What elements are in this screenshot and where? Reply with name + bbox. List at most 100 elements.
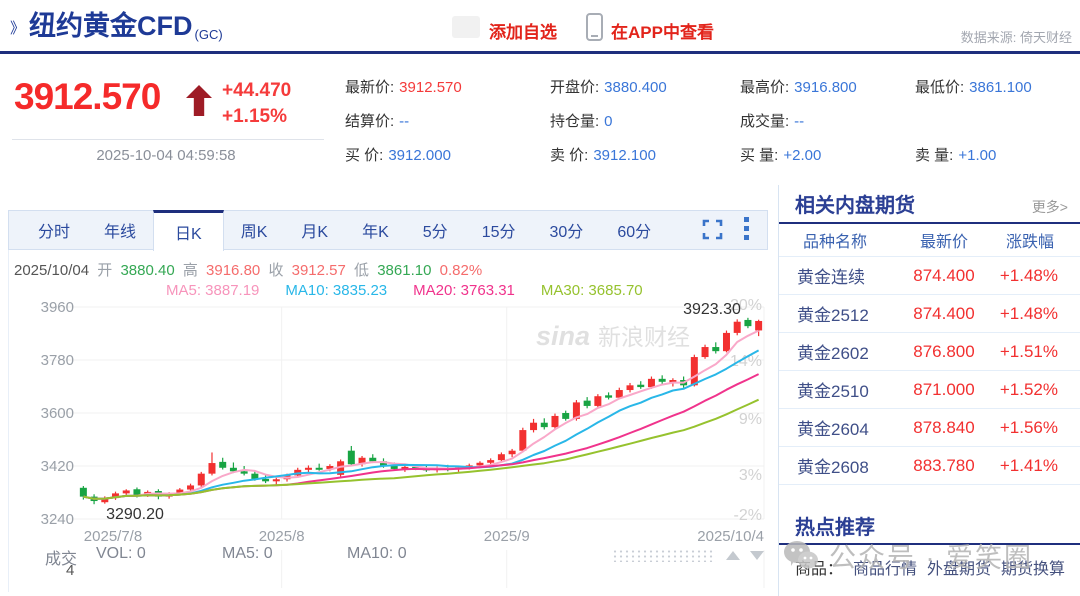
futures-col-header: 涨跌幅 xyxy=(1005,234,1054,251)
quote-field-value: 3912.570 xyxy=(399,79,462,96)
fullscreen-icon[interactable] xyxy=(702,219,723,245)
table-row[interactable]: 黄金2602 876.800 +1.51% xyxy=(779,333,1080,371)
volume-section-label: 成交 xyxy=(45,551,78,568)
volume-axis-label: 4 xyxy=(66,562,75,579)
futures-change-pct: +1.56% xyxy=(999,417,1058,437)
hotspot-links: 商品： 商品行情 外盘期货 期货换算 xyxy=(795,555,1065,579)
svg-text:3290.20: 3290.20 xyxy=(106,506,164,523)
ma10-legend: MA10: 3835.23 xyxy=(285,282,388,299)
table-row[interactable]: 黄金2512 874.400 +1.48% xyxy=(779,295,1080,333)
close-label: 收 xyxy=(268,262,284,279)
high-value: 3916.80 xyxy=(206,262,261,279)
quote-field: 结算价: -- xyxy=(345,110,550,131)
futures-last-price: 883.780 xyxy=(913,455,975,475)
table-row[interactable]: 黄金2604 878.840 +1.56% xyxy=(779,409,1080,447)
svg-text:-2%: -2% xyxy=(734,507,762,524)
ohlc-info-line: 2025/10/04 开 3880.40 高 3916.80 收 3912.57… xyxy=(14,259,486,280)
futures-col-header: 品种名称 xyxy=(803,234,868,251)
page-title: 纽约黄金CFD xyxy=(29,11,193,41)
quote-field: 卖 量: +1.00 xyxy=(915,144,1075,165)
quote-field: 成交量: -- xyxy=(740,110,915,131)
futures-name: 黄金2604 xyxy=(797,420,869,439)
hotspot-link-1[interactable]: 商品行情 xyxy=(853,561,918,578)
quote-field-value: 3912.000 xyxy=(388,147,451,164)
futures-change-pct: +1.48% xyxy=(999,303,1058,323)
svg-text:9%: 9% xyxy=(739,411,762,428)
quote-field: 最新价: 3912.570 xyxy=(345,76,550,97)
futures-change-pct: +1.48% xyxy=(999,265,1058,285)
svg-text:2025/10/4: 2025/10/4 xyxy=(697,528,764,545)
hotspot-link-2[interactable]: 外盘期货 xyxy=(927,561,992,578)
ma-legend: MA5: 3887.19 MA10: 3835.23 MA20: 3763.31… xyxy=(166,282,643,299)
chart-menu-dots-icon[interactable] xyxy=(744,217,752,240)
futures-change-pct: +1.41% xyxy=(999,455,1058,475)
quote-field: 开盘价: 3880.400 xyxy=(550,76,740,97)
sina-watermark-text: 新浪财经 xyxy=(598,324,691,350)
wechat-icon xyxy=(784,540,818,568)
quote-field: 持仓量: 0 xyxy=(550,110,740,131)
add-watchlist-button[interactable]: 添加自选 xyxy=(489,23,557,42)
sina-watermark: sina 新浪财经 xyxy=(536,318,690,352)
svg-text:3420: 3420 xyxy=(41,458,74,475)
tab-年线[interactable]: 年线 xyxy=(104,224,137,241)
tab-60分[interactable]: 60分 xyxy=(617,224,652,241)
quote-field-value: -- xyxy=(399,113,410,130)
quote-field: 买 价: 3912.000 xyxy=(345,144,550,165)
svg-text:14%: 14% xyxy=(730,353,762,370)
price-change: +44.470 xyxy=(222,80,292,101)
ma30-legend: MA30: 3685.70 xyxy=(540,282,643,299)
svg-text:3923.30: 3923.30 xyxy=(683,301,741,318)
futures-table-header: 品种名称 最新价 涨跌幅 xyxy=(779,224,1080,257)
phone-icon xyxy=(586,13,603,41)
last-price: 3912.570 xyxy=(14,76,161,117)
futures-table-body: 黄金连续 874.400 +1.48% 黄金2512 874.400 +1.48% 黄金26… xyxy=(779,257,1080,485)
ma20-legend: MA20: 3763.31 xyxy=(413,282,515,299)
quote-field-label: 买 价: xyxy=(345,147,384,164)
svg-text:2025/9: 2025/9 xyxy=(484,528,530,545)
quote-field-label: 卖 价: xyxy=(550,147,589,164)
volume-ma10: MA10: 0 xyxy=(347,545,407,562)
svg-text:2025/7/8: 2025/7/8 xyxy=(84,528,142,545)
svg-text:3600: 3600 xyxy=(41,405,74,422)
chart-tabs: 分时 年线 日K 周K 月K 年K 5分 15分 30分 60分 xyxy=(8,210,768,251)
panel-title-underline xyxy=(779,222,1080,224)
tab-日K[interactable]: 日K xyxy=(153,210,224,251)
zoom-in-triangle-icon[interactable] xyxy=(726,551,740,560)
tab-月K[interactable]: 月K xyxy=(301,224,329,241)
title-marker-icon: 》 xyxy=(10,20,26,37)
wechat-watermark-text: 公众号 · 爱笑圈 xyxy=(829,543,1033,573)
quote-field-label: 成交量: xyxy=(740,113,790,130)
more-link[interactable]: 更多> xyxy=(1031,199,1068,215)
table-row[interactable]: 黄金2510 871.000 +1.52% xyxy=(779,371,1080,409)
tab-15分[interactable]: 15分 xyxy=(481,224,516,241)
tab-年K[interactable]: 年K xyxy=(362,224,389,241)
view-in-app-link[interactable]: 在APP中查看 xyxy=(611,23,714,42)
table-row[interactable]: 黄金2608 883.780 +1.41% xyxy=(779,447,1080,485)
tab-5分[interactable]: 5分 xyxy=(422,224,448,241)
futures-name: 黄金2510 xyxy=(797,382,869,401)
watchlist-star-icon[interactable] xyxy=(452,16,480,38)
chart-scrollbar-handle[interactable] xyxy=(612,549,716,562)
quote-field-value: 3912.100 xyxy=(593,147,656,164)
table-row[interactable]: 黄金连续 874.400 +1.48% xyxy=(779,257,1080,295)
tab-30分[interactable]: 30分 xyxy=(549,224,584,241)
futures-name: 黄金2608 xyxy=(797,458,869,477)
hotspot-link-3[interactable]: 期货换算 xyxy=(1001,561,1066,578)
zoom-out-triangle-icon[interactable] xyxy=(750,551,764,560)
hotspot-title: 热点推荐 xyxy=(795,517,875,539)
price-up-arrow-icon xyxy=(186,85,212,116)
volume-value: VOL: 0 xyxy=(96,545,146,562)
quote-field-value: 3880.400 xyxy=(604,79,667,96)
tab-周K[interactable]: 周K xyxy=(240,224,268,241)
quote-field-value: 3861.100 xyxy=(969,79,1032,96)
kline-date: 2025/10/04 xyxy=(14,262,90,279)
svg-text:3%: 3% xyxy=(739,467,762,484)
quote-grid: 最新价: 3912.570 开盘价: 3880.400 最高价: 3916.800 最低价:… xyxy=(345,76,1075,165)
futures-last-price: 874.400 xyxy=(913,303,975,323)
futures-last-price: 871.000 xyxy=(913,379,975,399)
ma5-legend: MA5: 3887.19 xyxy=(166,282,260,299)
tab-分时[interactable]: 分时 xyxy=(38,224,71,241)
quote-field xyxy=(915,110,1075,131)
kline-chart[interactable]: 3960 3780 3600 3420 3240 20% 14% 9% 3% -2% 2025/7/… xyxy=(8,298,770,592)
